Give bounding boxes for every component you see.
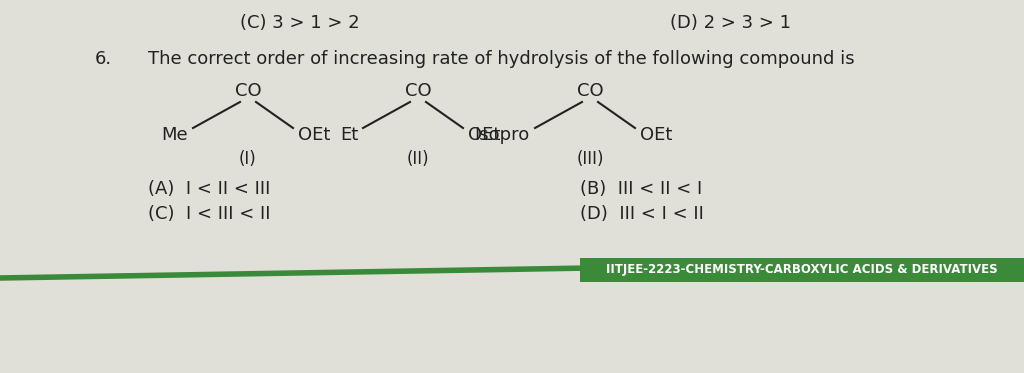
Text: (I): (I)	[240, 150, 257, 168]
Text: CO: CO	[577, 82, 603, 100]
Text: IITJEE-2223-CHEMISTRY-CARBOXYLIC ACIDS & DERIVATIVES: IITJEE-2223-CHEMISTRY-CARBOXYLIC ACIDS &…	[606, 263, 997, 276]
Text: (D)  III < I < II: (D) III < I < II	[580, 205, 703, 223]
Text: (A)  I < II < III: (A) I < II < III	[148, 180, 270, 198]
Text: Me: Me	[162, 126, 188, 144]
Text: OEt: OEt	[640, 126, 673, 144]
Text: (D) 2 > 3 > 1: (D) 2 > 3 > 1	[670, 14, 791, 32]
Text: (B)  III < II < I: (B) III < II < I	[580, 180, 702, 198]
Text: OEt: OEt	[298, 126, 331, 144]
Text: (III): (III)	[577, 150, 604, 168]
Text: (C)  I < III < II: (C) I < III < II	[148, 205, 270, 223]
Bar	[580, 258, 1024, 282]
Text: Isopro: Isopro	[475, 126, 530, 144]
Text: (C) 3 > 1 > 2: (C) 3 > 1 > 2	[241, 14, 359, 32]
Text: (II): (II)	[407, 150, 429, 168]
Text: CO: CO	[234, 82, 261, 100]
Text: OEt: OEt	[468, 126, 501, 144]
Text: 6.: 6.	[95, 50, 112, 68]
Text: CO: CO	[404, 82, 431, 100]
Text: The correct order of increasing rate of hydrolysis of the following compound is: The correct order of increasing rate of …	[148, 50, 855, 68]
Text: Et: Et	[340, 126, 358, 144]
